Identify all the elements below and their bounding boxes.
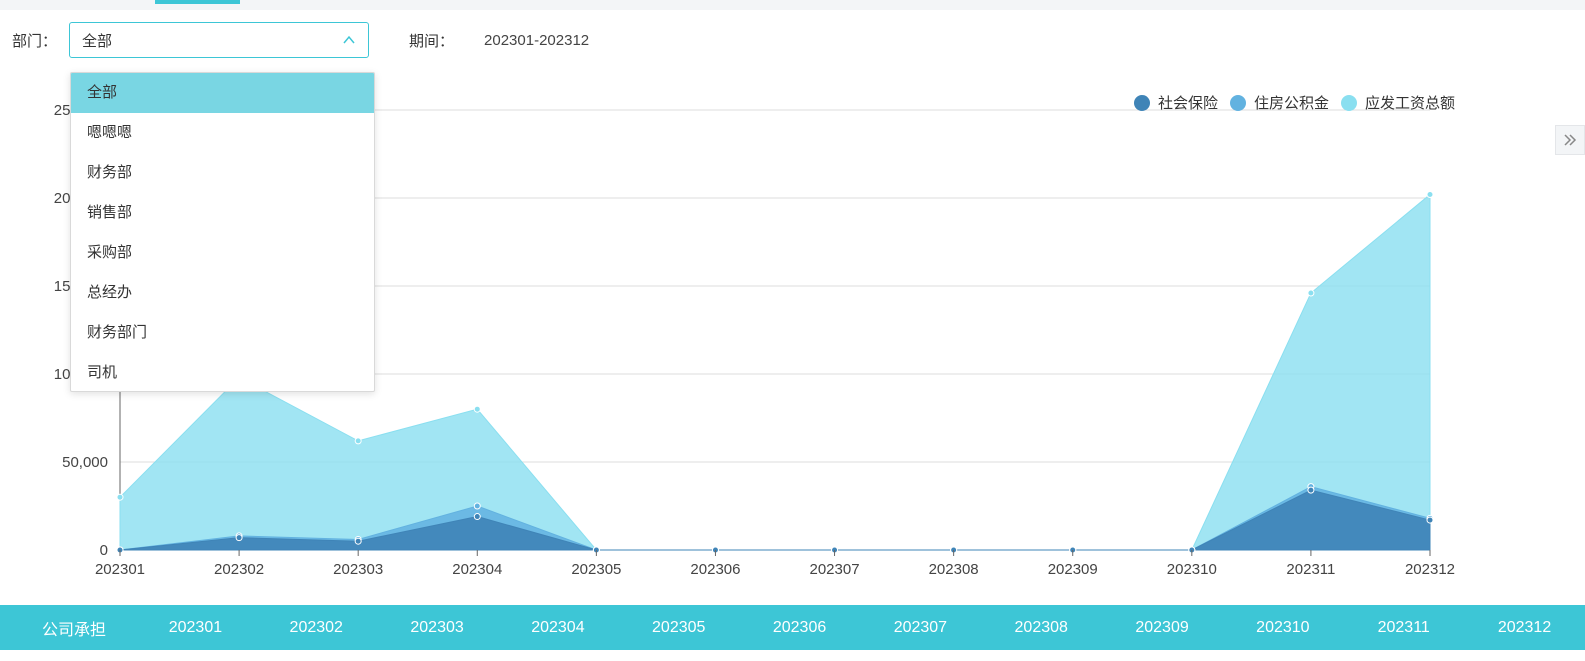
legend-item[interactable]: 社会保险 xyxy=(1134,92,1218,113)
chevron-up-icon xyxy=(342,33,356,47)
table-header-first: 公司承担 xyxy=(0,616,135,640)
dropdown-option[interactable]: 销售部 xyxy=(71,193,374,233)
svg-text:202302: 202302 xyxy=(214,561,264,578)
svg-text:202303: 202303 xyxy=(333,561,383,578)
dropdown-option[interactable]: 全部 xyxy=(71,73,374,113)
svg-text:202312: 202312 xyxy=(1405,561,1455,578)
dept-select[interactable]: 全部 xyxy=(69,22,369,58)
active-tab-underline xyxy=(155,0,240,4)
svg-text:202304: 202304 xyxy=(452,561,502,578)
svg-text:202306: 202306 xyxy=(690,561,740,578)
legend-dot-icon xyxy=(1230,95,1246,111)
dropdown-option[interactable]: 采购部 xyxy=(71,233,374,273)
svg-text:202310: 202310 xyxy=(1167,561,1217,578)
table-header-month: 202311 xyxy=(1343,619,1464,637)
chevron-double-right-icon xyxy=(1562,132,1578,148)
legend-item[interactable]: 应发工资总额 xyxy=(1341,92,1455,113)
table-header-month: 202308 xyxy=(981,619,1102,637)
dropdown-option[interactable]: 嗯嗯嗯 xyxy=(71,113,374,153)
table-header-row: 公司承担202301202302202303202304202305202306… xyxy=(0,605,1585,650)
dropdown-option[interactable]: 司机 xyxy=(71,353,374,392)
legend-label: 社会保险 xyxy=(1158,92,1218,113)
table-header-month: 202304 xyxy=(497,619,618,637)
table-header-month: 202301 xyxy=(135,619,256,637)
legend-dot-icon xyxy=(1341,95,1357,111)
table-header-month: 202310 xyxy=(1222,619,1343,637)
dropdown-option[interactable]: 财务部门 xyxy=(71,313,374,353)
svg-text:202311: 202311 xyxy=(1286,561,1335,578)
dept-dropdown[interactable]: 全部嗯嗯嗯财务部销售部采购部总经办财务部门司机 xyxy=(70,72,375,392)
chart-legend: 社会保险 住房公积金 应发工资总额 xyxy=(1134,92,1455,113)
svg-text:202305: 202305 xyxy=(571,561,621,578)
svg-text:0: 0 xyxy=(100,542,108,559)
expand-panel-button[interactable] xyxy=(1555,125,1585,155)
dept-label: 部门： xyxy=(12,30,57,51)
topbar xyxy=(0,0,1585,10)
filter-bar: 部门： 全部 期间： 202301-202312 xyxy=(0,10,1585,70)
table-header-month: 202305 xyxy=(618,619,739,637)
dropdown-option[interactable]: 财务部 xyxy=(71,153,374,193)
table-header-month: 202309 xyxy=(1102,619,1223,637)
table-header-month: 202306 xyxy=(739,619,860,637)
table-header-month: 202307 xyxy=(860,619,981,637)
legend-label: 应发工资总额 xyxy=(1365,92,1455,113)
svg-text:202309: 202309 xyxy=(1048,561,1098,578)
svg-text:202308: 202308 xyxy=(929,561,979,578)
legend-item[interactable]: 住房公积金 xyxy=(1230,92,1329,113)
svg-text:50,000: 50,000 xyxy=(62,454,108,471)
dept-select-value: 全部 xyxy=(82,30,112,51)
period-label: 期间： xyxy=(409,30,454,51)
dropdown-option[interactable]: 总经办 xyxy=(71,273,374,313)
table-header-month: 202312 xyxy=(1464,619,1585,637)
svg-text:202307: 202307 xyxy=(810,561,860,578)
legend-dot-icon xyxy=(1134,95,1150,111)
legend-label: 住房公积金 xyxy=(1254,92,1329,113)
dept-dropdown-list[interactable]: 全部嗯嗯嗯财务部销售部采购部总经办财务部门司机 xyxy=(71,73,374,392)
table-header-month: 202302 xyxy=(256,619,377,637)
table-header-month: 202303 xyxy=(377,619,498,637)
period-value: 202301-202312 xyxy=(484,32,589,49)
svg-text:202301: 202301 xyxy=(95,561,145,578)
